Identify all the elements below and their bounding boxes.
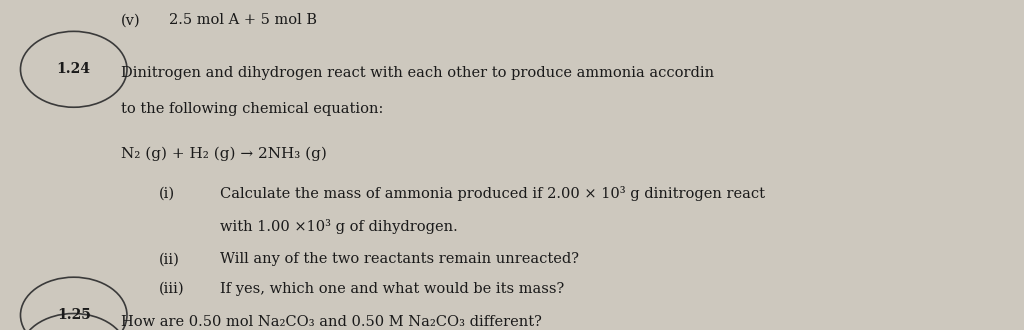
Text: (v): (v) [121,13,140,27]
Text: Calculate the mass of ammonia produced if 2.00 × 10³ g dinitrogen react: Calculate the mass of ammonia produced i… [220,186,765,201]
Text: (i): (i) [159,186,175,200]
Text: (ii): (ii) [159,252,179,266]
Text: 2.5 mol A + 5 mol B: 2.5 mol A + 5 mol B [169,13,317,27]
Text: N₂ (g) + H₂ (g) → 2NH₃ (g): N₂ (g) + H₂ (g) → 2NH₃ (g) [121,147,327,161]
Text: If yes, which one and what would be its mass?: If yes, which one and what would be its … [220,282,564,296]
Text: Dinitrogen and dihydrogen react with each other to produce ammonia accordin: Dinitrogen and dihydrogen react with eac… [121,66,714,80]
Text: to the following chemical equation:: to the following chemical equation: [121,102,383,116]
Text: 1.25: 1.25 [56,308,91,322]
Text: Will any of the two reactants remain unreacted?: Will any of the two reactants remain unr… [220,252,580,266]
Text: (iii): (iii) [159,282,184,296]
Text: 1.24: 1.24 [56,62,91,76]
Text: How are 0.50 mol Na₂CO₃ and 0.50 M Na₂CO₃ different?: How are 0.50 mol Na₂CO₃ and 0.50 M Na₂CO… [121,315,542,329]
Text: with 1.00 ×10³ g of dihydrogen.: with 1.00 ×10³ g of dihydrogen. [220,219,458,234]
